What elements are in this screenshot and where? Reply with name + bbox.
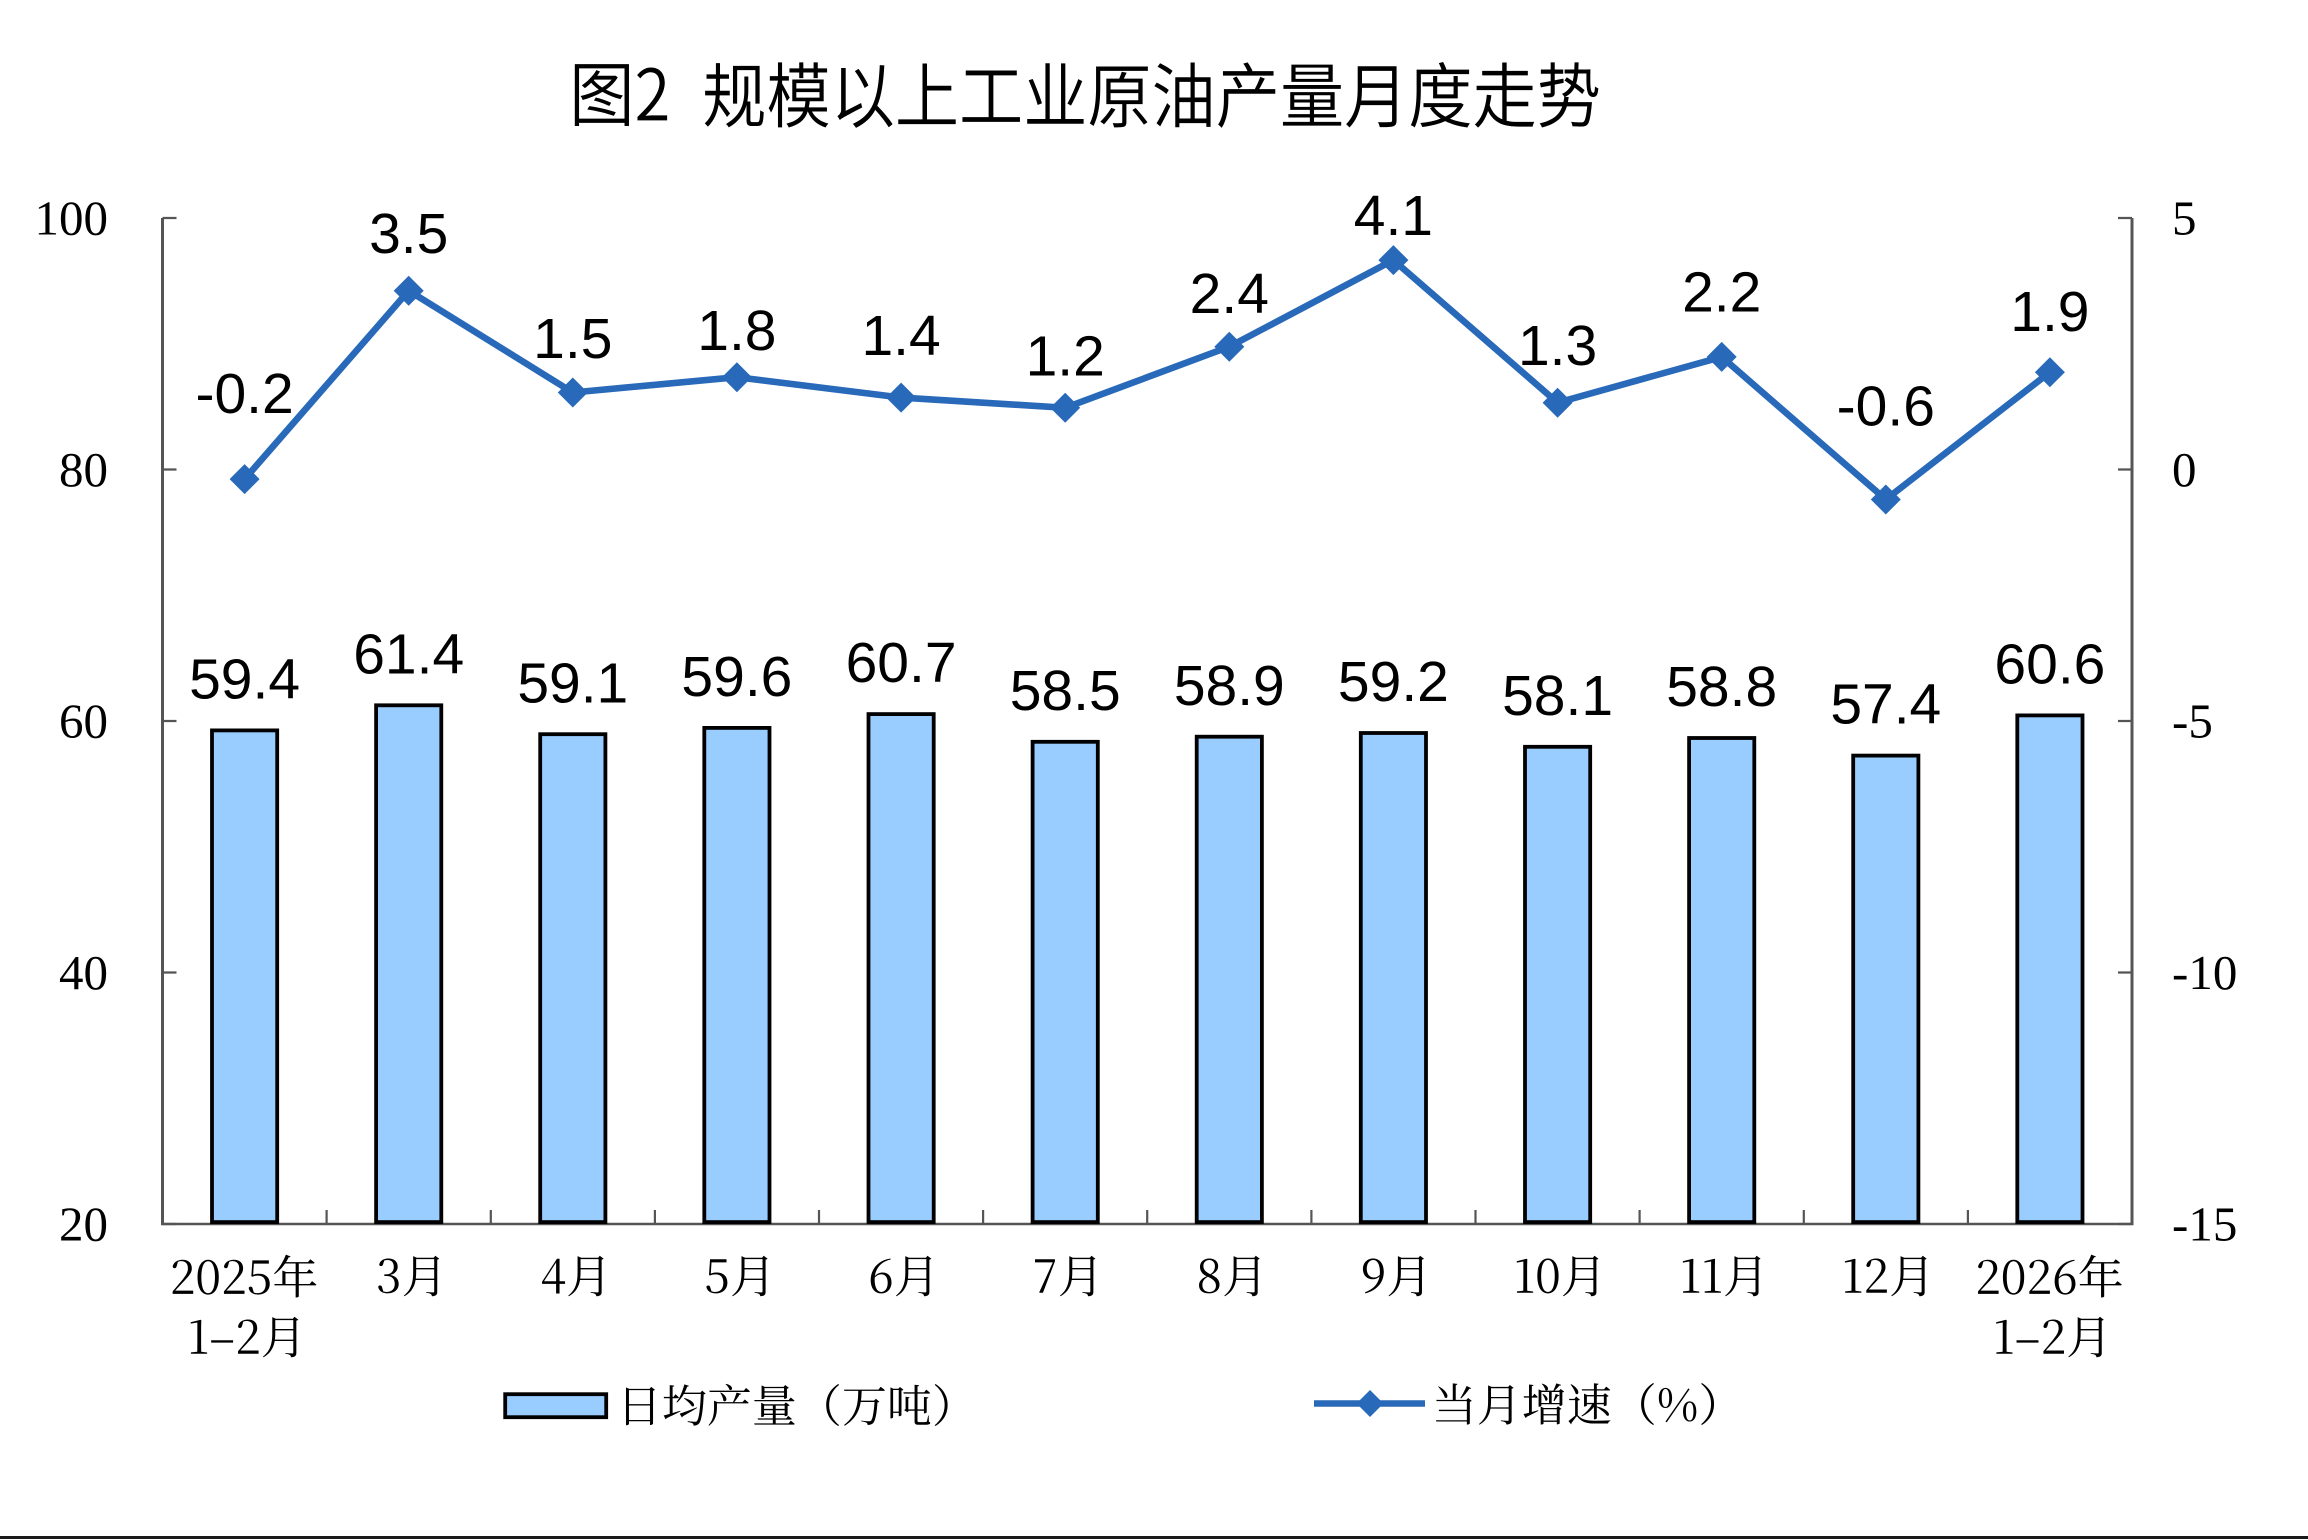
svg-text:1.2: 1.2 [1026, 325, 1105, 389]
svg-text:2.4: 2.4 [1190, 262, 1269, 326]
svg-text:60.7: 60.7 [846, 631, 957, 695]
svg-text:59.2: 59.2 [1338, 650, 1449, 714]
svg-text:60.6: 60.6 [1994, 633, 2105, 697]
svg-text:57.4: 57.4 [1830, 673, 1941, 737]
svg-text:2.2: 2.2 [1682, 261, 1761, 325]
svg-text:-0.2: -0.2 [195, 362, 293, 426]
svg-text:4.1: 4.1 [1354, 184, 1433, 248]
svg-text:1.9: 1.9 [2010, 280, 2089, 344]
svg-text:59.6: 59.6 [681, 645, 792, 709]
svg-text:-0.6: -0.6 [1837, 375, 1935, 439]
svg-text:58.9: 58.9 [1174, 654, 1285, 718]
svg-text:1.4: 1.4 [861, 304, 940, 368]
svg-text:-15: -15 [2172, 1196, 2237, 1251]
svg-text:59.4: 59.4 [189, 648, 300, 712]
svg-text:100: 100 [35, 190, 109, 245]
svg-text:40: 40 [59, 945, 108, 1000]
svg-text:-5: -5 [2172, 693, 2213, 748]
svg-text:3.5: 3.5 [369, 202, 448, 266]
svg-text:20: 20 [59, 1196, 108, 1251]
svg-text:80: 80 [59, 442, 108, 497]
svg-text:60: 60 [59, 693, 108, 748]
svg-text:58.5: 58.5 [1010, 659, 1121, 723]
svg-text:1.3: 1.3 [1518, 314, 1597, 378]
svg-text:-10: -10 [2172, 945, 2237, 1000]
svg-text:59.1: 59.1 [517, 651, 628, 715]
svg-text:1.5: 1.5 [533, 307, 612, 371]
svg-text:58.1: 58.1 [1502, 664, 1613, 728]
svg-text:61.4: 61.4 [353, 622, 464, 686]
svg-text:58.8: 58.8 [1666, 655, 1777, 719]
svg-text:1.8: 1.8 [697, 299, 776, 363]
svg-text:0: 0 [2172, 442, 2197, 497]
svg-text:5: 5 [2172, 190, 2197, 245]
